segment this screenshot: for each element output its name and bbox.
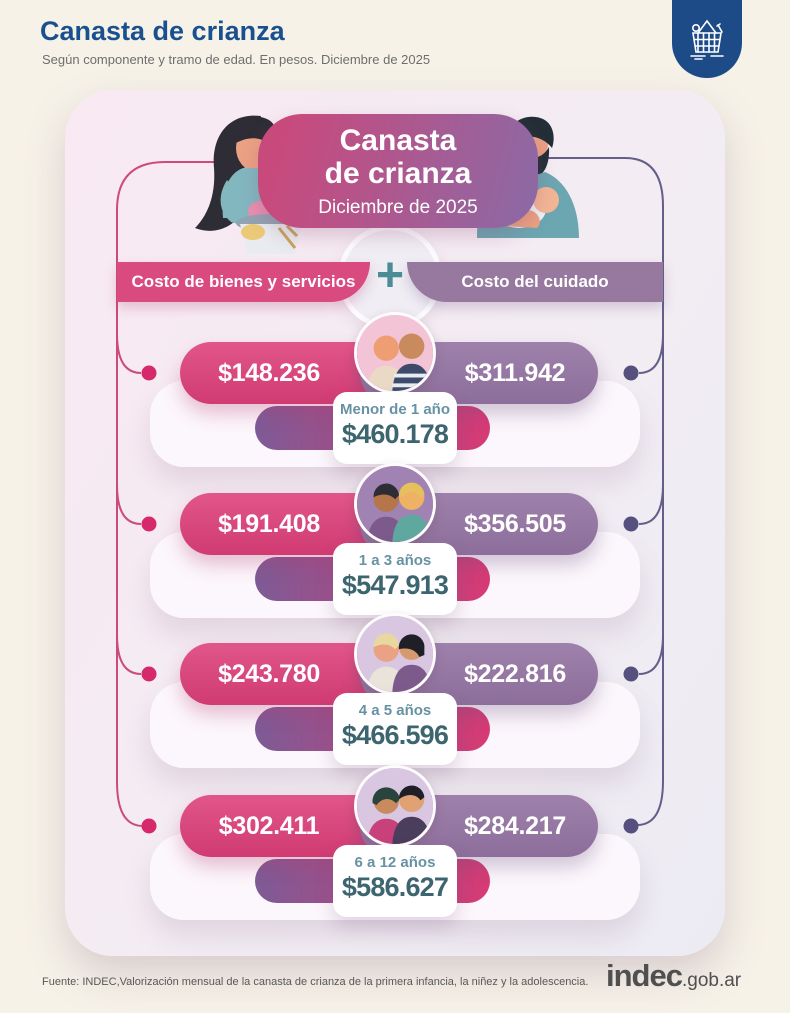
page-subtitle: Según componente y tramo de edad. En pes… bbox=[42, 52, 431, 67]
total-value: $586.627 bbox=[341, 872, 449, 902]
children-illustration bbox=[354, 613, 436, 695]
total-value: $460.178 bbox=[341, 419, 449, 449]
indec-logo: indec .gob.ar bbox=[606, 958, 741, 994]
age-label: Menor de 1 año bbox=[339, 401, 451, 418]
age-row-1-3: $191.408 $356.505 1 a 3 años $547.913 bbox=[65, 452, 725, 627]
indec-badge bbox=[672, 0, 742, 78]
column-header-care: Costo del cuidado bbox=[407, 262, 663, 302]
card-title-banner: Canasta de crianza Diciembre de 2025 bbox=[258, 114, 538, 228]
card-title-line1: Canasta bbox=[339, 123, 457, 157]
canasta-card: Canasta de crianza Diciembre de 2025 Cos… bbox=[65, 90, 725, 956]
indec-logo-text: indec bbox=[606, 958, 683, 993]
age-total-card: 1 a 3 años $547.913 bbox=[333, 543, 457, 615]
age-label: 6 a 12 años bbox=[354, 854, 436, 871]
source-note: Fuente: INDEC,Valorización mensual de la… bbox=[42, 976, 589, 988]
total-value: $547.913 bbox=[341, 570, 449, 600]
age-row-6-12: $302.411 $284.217 6 a 12 años $586.627 bbox=[65, 754, 725, 929]
age-total-card: Menor de 1 año $460.178 bbox=[333, 392, 457, 464]
plus-sign: + bbox=[375, 249, 405, 302]
connector-lines bbox=[116, 157, 664, 834]
indec-logo-suffix: .gob.ar bbox=[681, 970, 742, 991]
age-label: 1 a 3 años bbox=[358, 552, 432, 569]
page-title: Canasta de crianza bbox=[40, 16, 285, 46]
children-illustration bbox=[354, 312, 436, 394]
total-value: $466.596 bbox=[341, 720, 449, 750]
age-row-4-5: $243.780 $222.816 4 a 5 años $466.596 bbox=[65, 602, 725, 777]
children-illustration bbox=[354, 463, 436, 545]
card-title-line2: de crianza bbox=[324, 156, 472, 190]
age-total-card: 6 a 12 años $586.627 bbox=[333, 845, 457, 917]
age-total-card: 4 a 5 años $466.596 bbox=[333, 693, 457, 765]
age-label: 4 a 5 años bbox=[358, 702, 432, 719]
age-row-menor-1: $148.236 $311.942 Menor de 1 año $460.17… bbox=[65, 301, 725, 476]
shopping-basket-icon bbox=[685, 16, 729, 67]
column-header-goods: Costo de bienes y servicios bbox=[117, 262, 370, 302]
card-period: Diciembre de 2025 bbox=[318, 196, 478, 218]
children-illustration bbox=[354, 765, 436, 847]
